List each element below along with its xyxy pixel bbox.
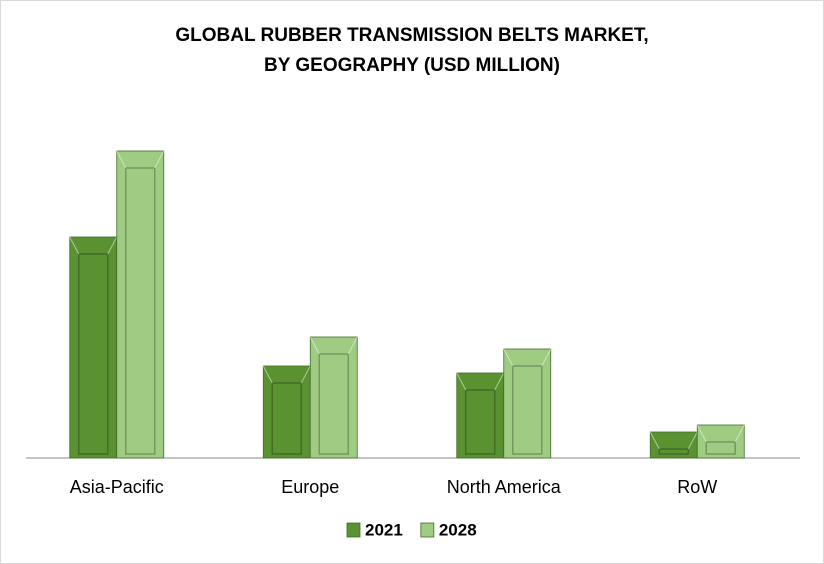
bar-bevel bbox=[687, 431, 698, 450]
legend-label: 2021 bbox=[365, 520, 403, 539]
bar-bevel bbox=[541, 348, 552, 367]
bar-bevel bbox=[309, 336, 320, 355]
bar-bevel bbox=[658, 448, 689, 455]
legend-swatch bbox=[420, 522, 435, 538]
bar-bevel bbox=[494, 372, 505, 391]
bar-bevel bbox=[78, 253, 109, 455]
bar-bevel bbox=[107, 236, 118, 255]
bar-bevel bbox=[271, 382, 302, 455]
bar bbox=[309, 336, 358, 459]
bar-bevel bbox=[154, 150, 165, 169]
x-tick-label: Europe bbox=[281, 477, 339, 497]
bar-bevel bbox=[318, 353, 349, 455]
bar-bevel bbox=[696, 424, 707, 443]
bar-bevel bbox=[125, 167, 156, 455]
bar-bevel bbox=[649, 431, 660, 450]
bar bbox=[116, 150, 165, 459]
bar-bevel bbox=[69, 236, 80, 255]
bar-bevel bbox=[512, 365, 543, 455]
bar bbox=[69, 236, 118, 459]
bar bbox=[649, 431, 698, 459]
x-tick-label: North America bbox=[447, 477, 562, 497]
x-tick-label: RoW bbox=[677, 477, 717, 497]
bar-bevel bbox=[116, 150, 127, 169]
bar-bevel bbox=[503, 348, 514, 367]
bar-bevel bbox=[300, 365, 311, 384]
bar-bevel bbox=[705, 441, 736, 455]
legend-label: 2028 bbox=[439, 520, 477, 539]
chart-title: GLOBAL RUBBER TRANSMISSION BELTS MARKET, bbox=[175, 25, 648, 46]
bar-bevel bbox=[465, 389, 496, 455]
bar bbox=[696, 424, 745, 459]
legend-swatch bbox=[346, 522, 361, 538]
chart-title: BY GEOGRAPHY (USD MILLION) bbox=[264, 55, 560, 76]
bar-bevel bbox=[347, 336, 358, 355]
x-tick-label: Asia-Pacific bbox=[70, 477, 164, 497]
bar-bevel bbox=[456, 372, 467, 391]
bar-bevel bbox=[262, 365, 273, 384]
bar-bevel bbox=[734, 424, 745, 443]
bar bbox=[503, 348, 552, 459]
